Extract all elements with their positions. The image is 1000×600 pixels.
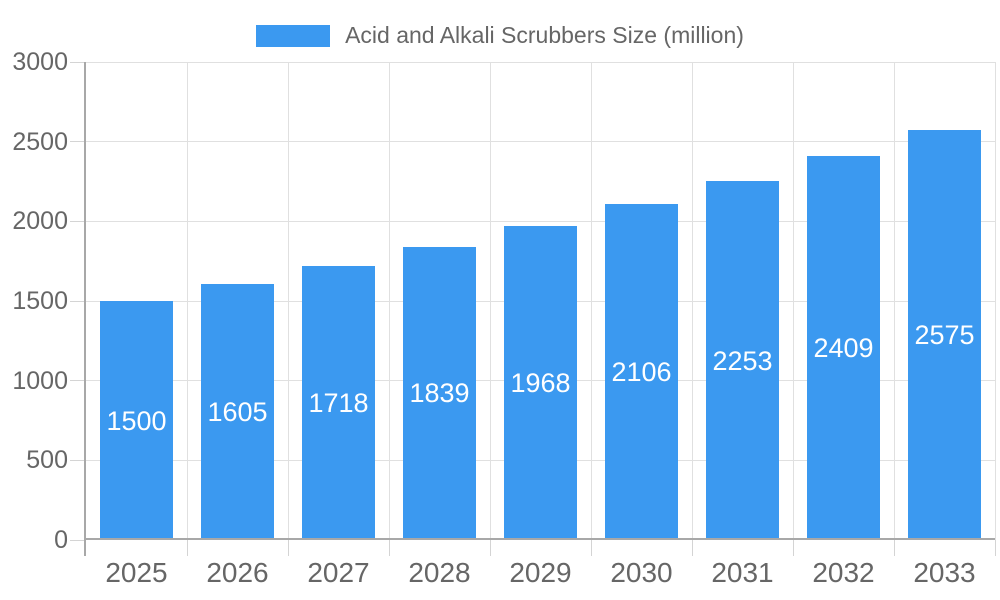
y-gridline [86,220,995,222]
bar-value-label: 2575 [914,319,975,350]
y-tick [70,220,86,222]
x-gridline [388,62,390,540]
y-tick-label: 1500 [12,287,68,315]
x-gridline [489,62,491,540]
x-gridline [186,62,188,540]
bar[interactable] [201,284,274,540]
legend-label: Acid and Alkali Scrubbers Size (million) [345,22,744,48]
y-axis-line [84,62,86,556]
x-gridline [590,62,592,540]
x-tick-label: 2027 [307,557,370,588]
legend[interactable]: Acid and Alkali Scrubbers Size (million) [0,22,1000,49]
x-tick-label: 2028 [408,557,471,588]
x-gridline [893,62,895,540]
bar[interactable] [403,246,476,540]
x-tick-label: 2031 [711,557,774,588]
x-tick-label: 2033 [913,557,976,588]
x-tick [388,540,390,556]
x-tick [590,540,592,556]
y-tick [70,459,86,461]
y-gridline [86,141,995,143]
x-gridline [994,62,996,540]
y-tick [70,61,86,63]
y-tick [70,300,86,302]
x-tick [489,540,491,556]
y-tick-label: 2000 [12,207,68,236]
bar-value-label: 1839 [409,378,470,409]
x-axis-line [86,538,995,540]
x-tick [186,540,188,556]
bar[interactable] [100,301,173,540]
bar[interactable] [302,266,375,540]
bar-value-label: 2253 [712,345,773,376]
x-tick-label: 2026 [206,557,269,588]
bar[interactable] [504,226,577,540]
bar[interactable] [605,204,678,540]
y-tick [70,539,86,541]
y-tick [70,141,86,143]
bar[interactable] [908,129,981,540]
x-tick-label: 2029 [509,557,572,588]
x-gridline [691,62,693,540]
y-tick-label: 0 [54,526,68,554]
x-gridline [287,62,289,540]
x-tick-label: 2025 [105,557,168,588]
x-tick-label: 2032 [812,557,875,588]
bar-value-label: 2409 [813,333,874,364]
bar-value-label: 2106 [611,357,672,388]
bar-value-label: 1605 [207,397,268,428]
x-tick [691,540,693,556]
x-tick [287,540,289,556]
bar[interactable] [706,181,779,540]
x-tick [893,540,895,556]
y-tick-label: 500 [26,446,68,475]
y-tick-label: 3000 [12,48,68,76]
x-gridline [792,62,794,540]
legend-swatch-icon [256,24,331,47]
y-tick-label: 2500 [12,127,68,156]
y-tick-label: 1000 [12,366,68,395]
y-tick [70,380,86,382]
y-gridline [86,61,995,63]
x-tick [792,540,794,556]
bar-value-label: 1968 [510,368,571,399]
bar-value-label: 1500 [106,405,167,436]
bar-value-label: 1718 [308,388,369,419]
x-tick-label: 2030 [610,557,673,588]
bar[interactable] [807,156,880,540]
x-tick [994,540,996,556]
